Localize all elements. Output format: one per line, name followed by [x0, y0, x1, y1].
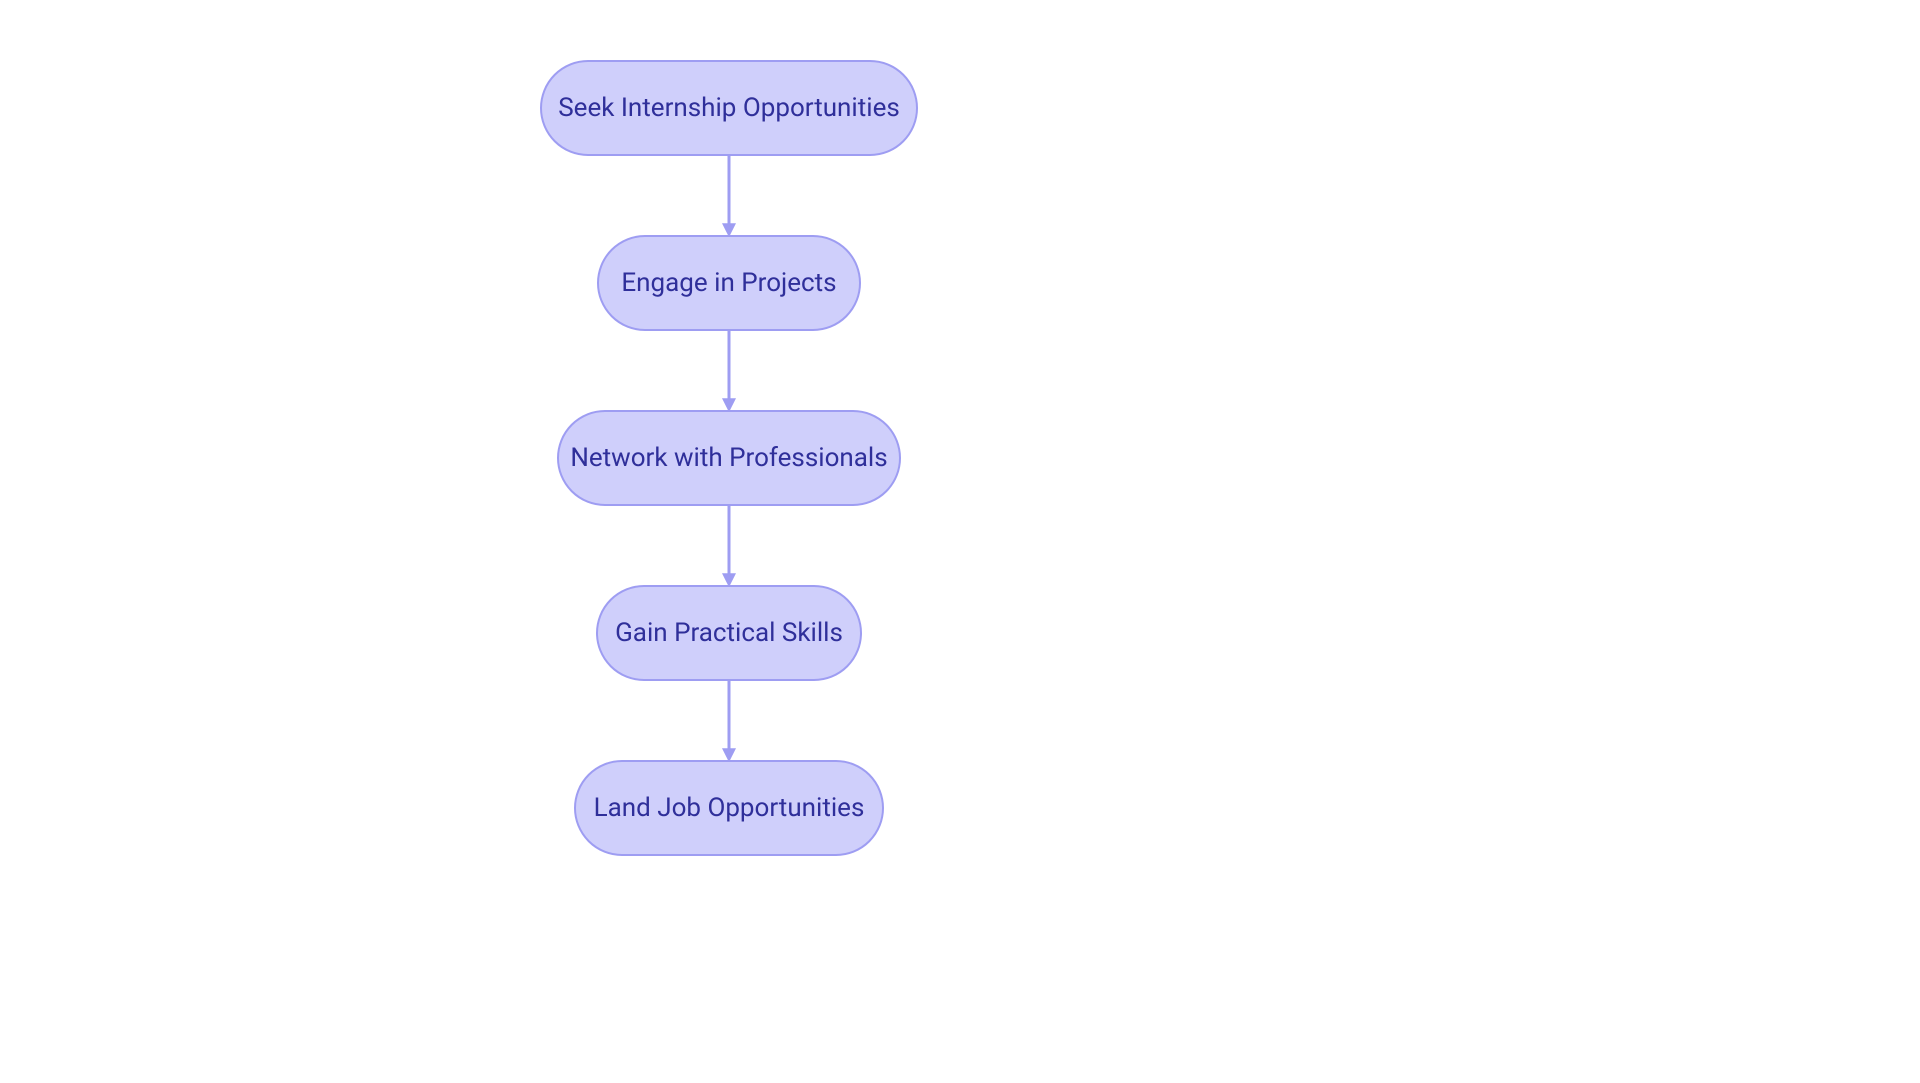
flowchart-node: Engage in Projects — [597, 235, 861, 331]
flowchart-node: Land Job Opportunities — [574, 760, 884, 856]
flowchart-node: Gain Practical Skills — [596, 585, 862, 681]
flowchart-node-label: Land Job Opportunities — [594, 793, 865, 823]
flowchart-node-label: Engage in Projects — [621, 268, 836, 298]
flowchart-edges — [0, 0, 1920, 1083]
flowchart-node-label: Gain Practical Skills — [615, 618, 843, 648]
flowchart-node: Seek Internship Opportunities — [540, 60, 918, 156]
flowchart-canvas: Seek Internship Opportunities Engage in P… — [0, 0, 1920, 1083]
flowchart-node: Network with Professionals — [557, 410, 901, 506]
flowchart-node-label: Seek Internship Opportunities — [558, 93, 900, 123]
flowchart-node-label: Network with Professionals — [570, 443, 887, 473]
